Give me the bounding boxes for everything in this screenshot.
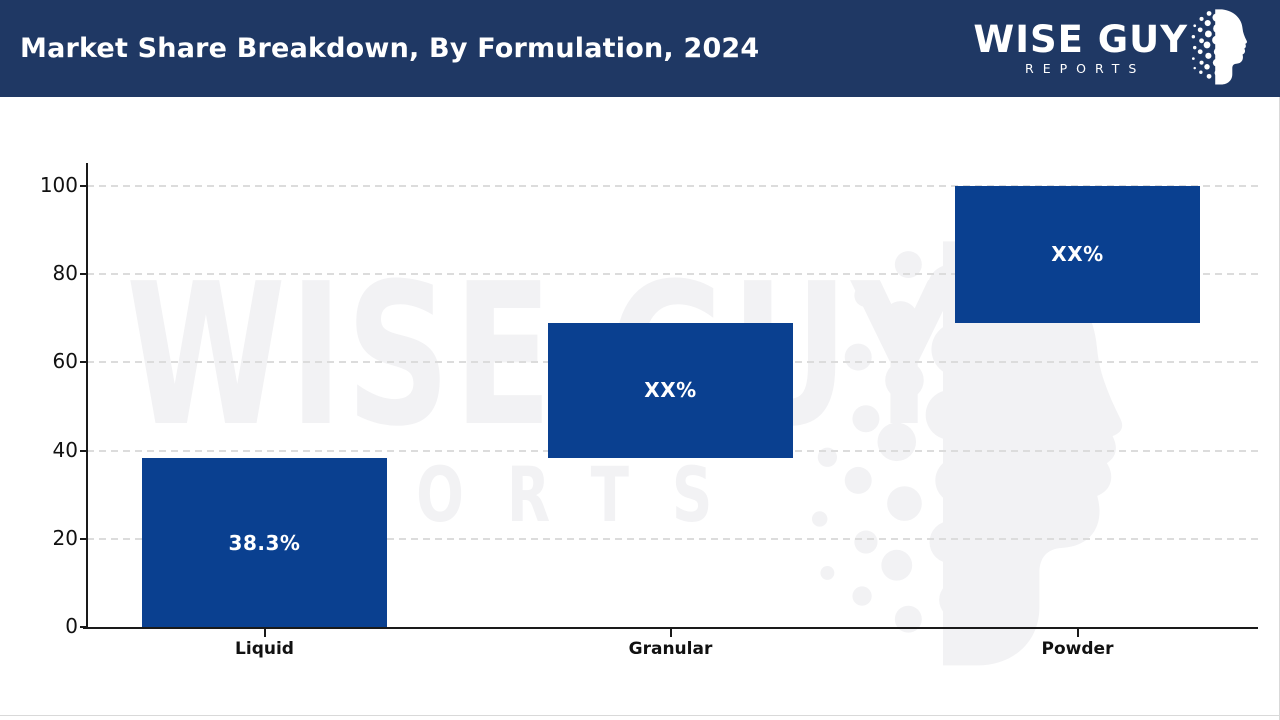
x-tick-mark (263, 629, 266, 637)
y-tick-mark (80, 185, 87, 187)
bar-granular: XX% (548, 322, 793, 459)
y-tick-label: 20 (52, 525, 78, 550)
y-axis (86, 163, 88, 629)
bar-value-label: XX% (1051, 242, 1104, 267)
x-category-label: Powder (1041, 639, 1114, 659)
watermark-text: WISE GUY REPORTS (126, 258, 960, 539)
page-title: Market Share Breakdown, By Formulation, … (20, 33, 760, 64)
y-tick-label: 0 (65, 614, 78, 638)
y-tick-label: 100 (39, 173, 78, 197)
y-tick-label: 40 (52, 437, 78, 462)
x-category-label: Granular (628, 639, 713, 659)
brand-logo: WISE GUY REPORTS (973, 8, 1266, 90)
y-tick-mark (80, 537, 87, 540)
brand-logo-text: WISE GUY REPORTS (973, 21, 1188, 76)
x-axis (83, 627, 1258, 629)
y-tick-mark (80, 361, 87, 364)
x-category-label: Liquid (235, 639, 294, 659)
header: Market Share Breakdown, By Formulation, … (0, 0, 1280, 97)
y-tick-mark (80, 449, 87, 452)
x-tick-mark (1076, 629, 1079, 637)
gridline (87, 185, 1258, 187)
y-tick-label: 60 (52, 349, 78, 374)
brand-face-icon (1191, 8, 1247, 85)
bar-value-label: 38.3% (228, 530, 301, 555)
gridline (87, 273, 1258, 276)
y-tick-mark (80, 273, 87, 276)
bar-value-label: XX% (644, 378, 697, 403)
brand-subtitle: REPORTS (1025, 61, 1146, 76)
bar-liquid: 38.3% (142, 458, 387, 627)
brand-name: WISE GUY (973, 18, 1188, 61)
bar-powder: XX% (955, 186, 1200, 323)
x-tick-mark (669, 629, 672, 637)
y-tick-label: 80 (52, 261, 78, 286)
gridline (87, 537, 1258, 540)
watermark-brand-name: WISE GUY (126, 242, 960, 470)
